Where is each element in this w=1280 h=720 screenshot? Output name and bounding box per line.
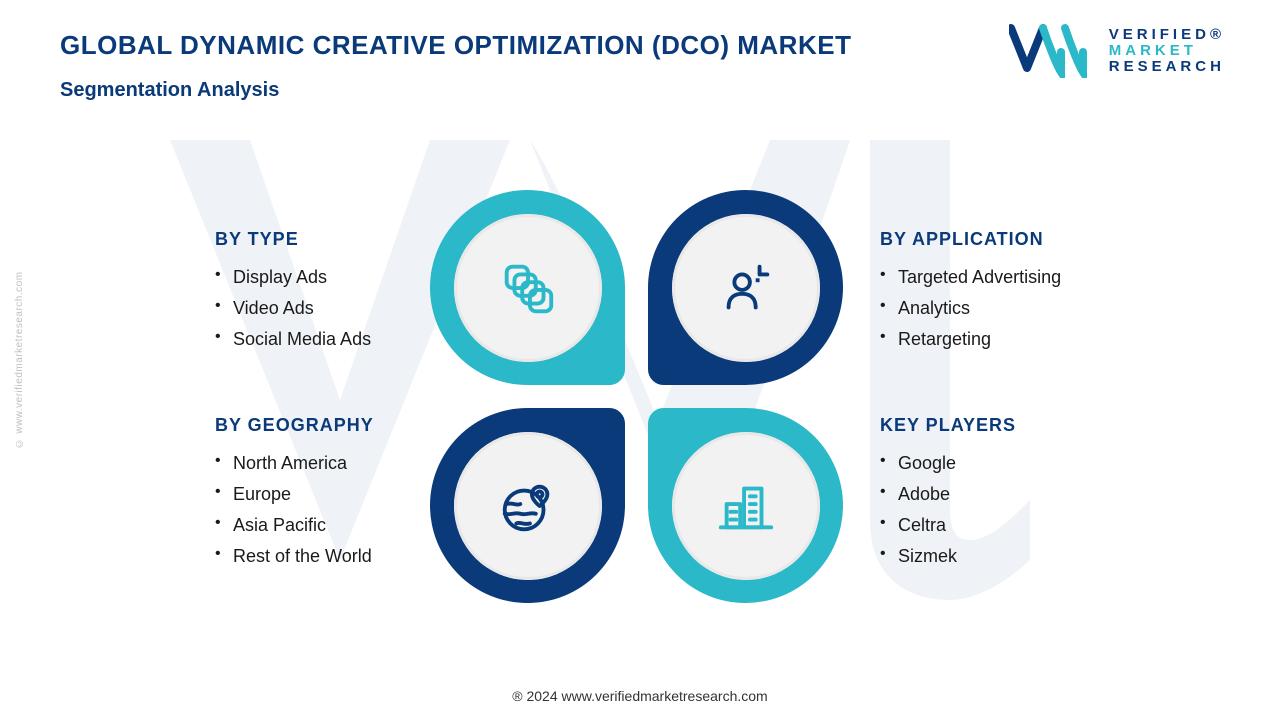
segment-heading: BY TYPE bbox=[215, 229, 430, 250]
segment-heading: BY GEOGRAPHY bbox=[215, 415, 430, 436]
logo-line3: RESEARCH bbox=[1109, 59, 1225, 74]
list-item: Asia Pacific bbox=[215, 510, 430, 541]
list-item: Celtra bbox=[880, 510, 1120, 541]
page-subtitle: Segmentation Analysis bbox=[60, 79, 1220, 102]
content-area: BY TYPE Display Ads Video Ads Social Med… bbox=[0, 130, 1280, 670]
user-target-icon bbox=[715, 257, 777, 319]
segment-players: KEY PLAYERS Google Adobe Celtra Sizmek bbox=[880, 415, 1120, 572]
list-item: Analytics bbox=[880, 293, 1120, 324]
list-item: Sizmek bbox=[880, 541, 1120, 572]
logo-line1: VERIFIED bbox=[1109, 26, 1210, 43]
buildings-icon bbox=[715, 475, 777, 537]
list-item: Adobe bbox=[880, 479, 1120, 510]
segment-list: Targeted Advertising Analytics Retargeti… bbox=[880, 262, 1120, 355]
list-item: Retargeting bbox=[880, 324, 1120, 355]
petal-inner-circle bbox=[454, 214, 602, 362]
segment-heading: BY APPLICATION bbox=[880, 229, 1120, 250]
segment-heading: KEY PLAYERS bbox=[880, 415, 1120, 436]
segment-type: BY TYPE Display Ads Video Ads Social Med… bbox=[215, 229, 430, 355]
segment-list: North America Europe Asia Pacific Rest o… bbox=[215, 448, 430, 572]
list-item: Rest of the World bbox=[215, 541, 430, 572]
brand-logo: VERIFIED® MARKET RESEARCH bbox=[1009, 22, 1225, 78]
petal-type bbox=[430, 190, 625, 385]
segment-list: Google Adobe Celtra Sizmek bbox=[880, 448, 1120, 572]
petal-inner-circle bbox=[454, 432, 602, 580]
layers-icon bbox=[497, 257, 559, 319]
segment-list: Display Ads Video Ads Social Media Ads bbox=[215, 262, 430, 355]
petal-inner-circle bbox=[672, 214, 820, 362]
list-item: Google bbox=[880, 448, 1120, 479]
petal-inner-circle bbox=[672, 432, 820, 580]
vmr-logo-icon bbox=[1009, 22, 1097, 78]
list-item: Display Ads bbox=[215, 262, 430, 293]
left-column: BY TYPE Display Ads Video Ads Social Med… bbox=[120, 229, 430, 572]
petal-application bbox=[648, 190, 843, 385]
logo-line2: MARKET bbox=[1109, 43, 1225, 58]
petal-geography bbox=[430, 408, 625, 603]
right-column: BY APPLICATION Targeted Advertising Anal… bbox=[850, 229, 1160, 572]
segment-geography: BY GEOGRAPHY North America Europe Asia P… bbox=[215, 415, 430, 572]
segment-application: BY APPLICATION Targeted Advertising Anal… bbox=[880, 229, 1120, 355]
footer-text: ® 2024 www.verifiedmarketresearch.com bbox=[0, 688, 1280, 704]
list-item: Video Ads bbox=[215, 293, 430, 324]
globe-pin-icon bbox=[497, 475, 559, 537]
list-item: Europe bbox=[215, 479, 430, 510]
list-item: Social Media Ads bbox=[215, 324, 430, 355]
petal-players bbox=[648, 408, 843, 603]
registered-mark: ® bbox=[1210, 26, 1225, 43]
center-petal-graphic bbox=[430, 190, 850, 610]
list-item: North America bbox=[215, 448, 430, 479]
list-item: Targeted Advertising bbox=[880, 262, 1120, 293]
